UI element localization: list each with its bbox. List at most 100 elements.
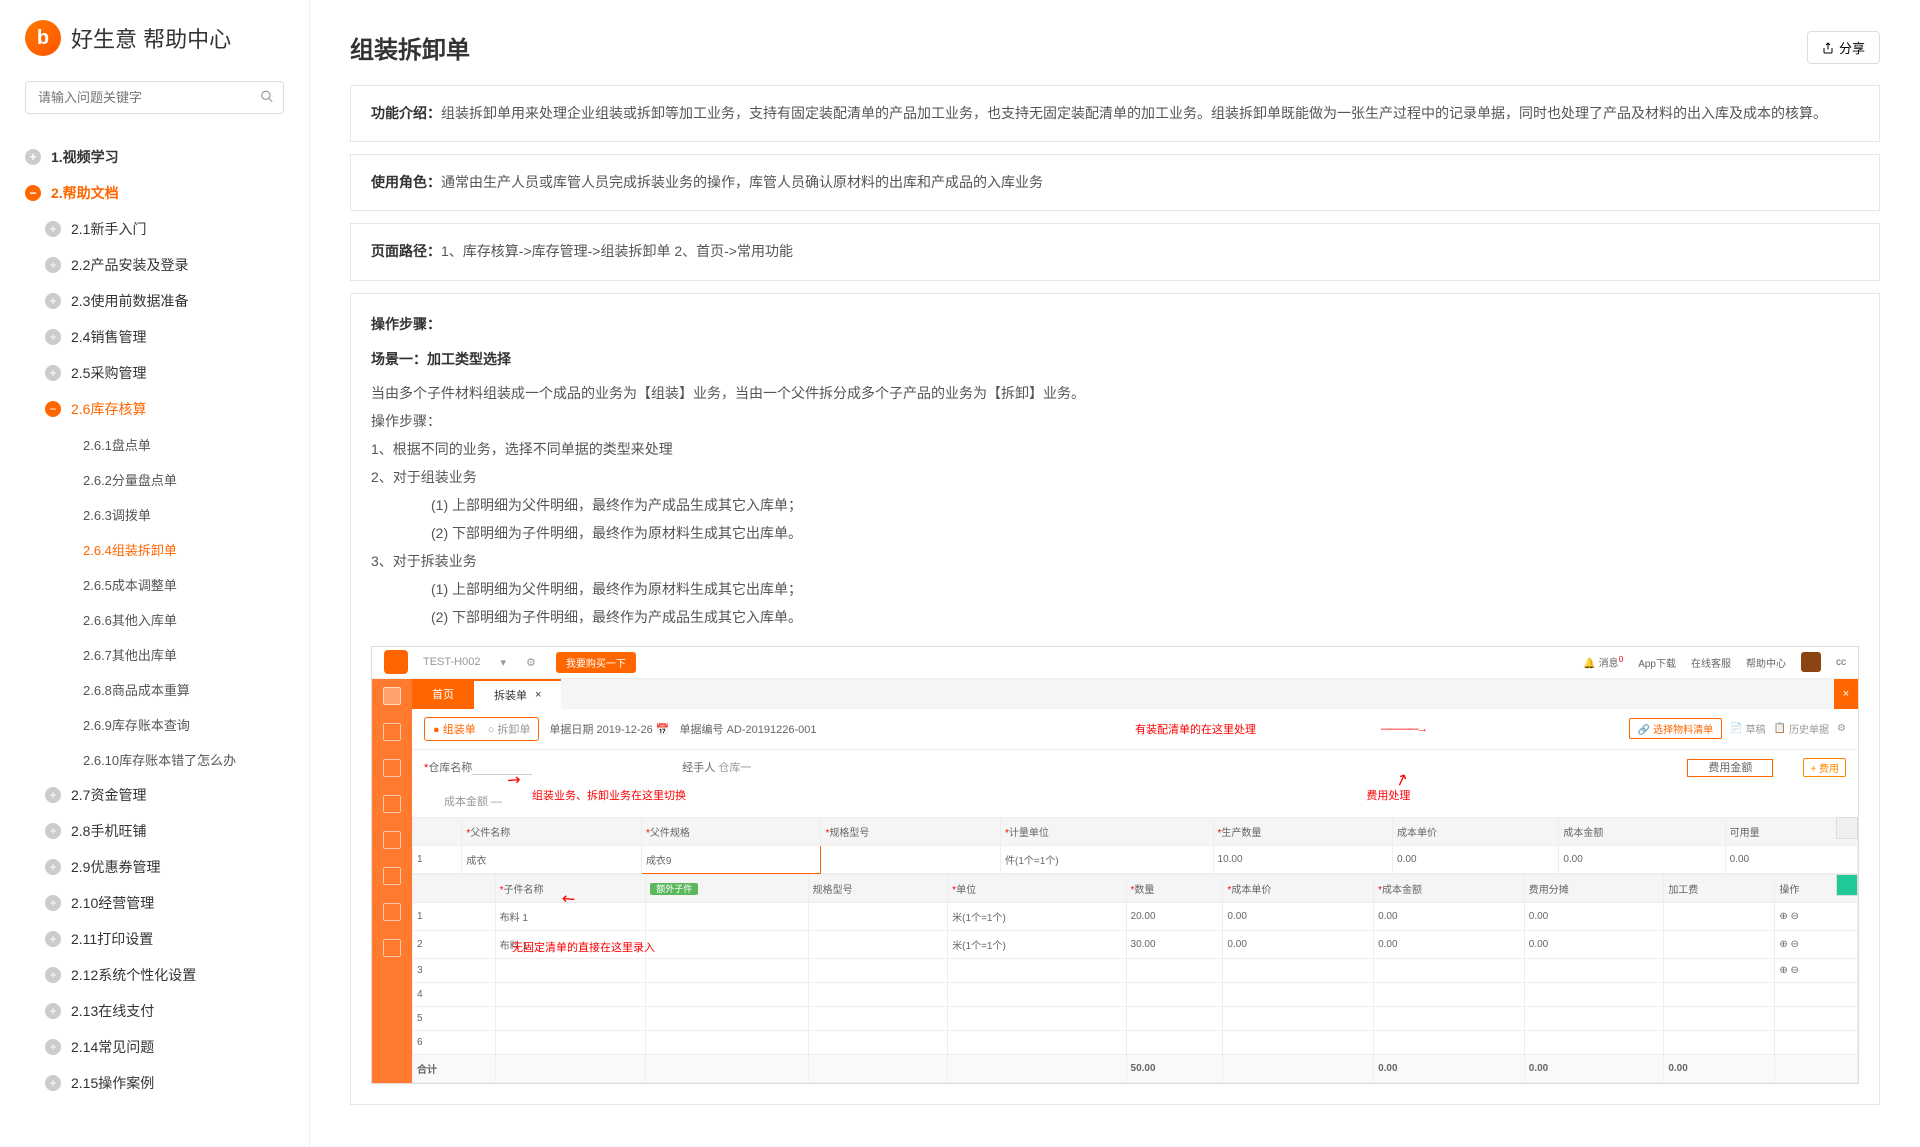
nav-item[interactable]: 2.6.9库存账本查询 (25, 707, 284, 742)
search-box (25, 81, 284, 114)
nav-item[interactable]: +2.8手机旺铺 (25, 813, 284, 849)
step3-2: (2) 下部明细为子件明细，最终作为产成品生成其它入库单。 (371, 603, 1859, 631)
nav-item[interactable]: 2.6.1盘点单 (25, 427, 284, 462)
logo-text: 好生意 帮助中心 (71, 22, 231, 54)
nav-item[interactable]: 2.6.3调拨单 (25, 497, 284, 532)
nav-item[interactable]: +2.5采购管理 (25, 355, 284, 391)
share-icon (1822, 42, 1834, 54)
logo-icon: b (25, 20, 61, 56)
nav-item[interactable]: +2.14常见问题 (25, 1029, 284, 1065)
nav-toggle-icon[interactable]: + (45, 329, 61, 345)
nav-label: 2.6.3调拨单 (83, 505, 151, 524)
nav-label: 2.15操作案例 (71, 1073, 154, 1093)
nav-item[interactable]: 2.6.6其他入库单 (25, 602, 284, 637)
intro-text: 组装拆卸单用来处理企业组装或拆卸等加工业务，支持有固定装配清单的产品加工业务，也… (441, 105, 1827, 121)
nav-label: 2.4销售管理 (71, 327, 146, 347)
search-input[interactable] (25, 81, 284, 114)
ss-avatar (1801, 652, 1821, 672)
scenario-title: 场景一：加工类型选择 (371, 349, 1859, 369)
nav-item[interactable]: +2.9优惠券管理 (25, 849, 284, 885)
nav-item[interactable]: +2.13在线支付 (25, 993, 284, 1029)
nav-label: 2.6库存核算 (71, 399, 146, 419)
ss-tabs: 首页 拆装单 × × (412, 679, 1858, 709)
ss-topbar: TEST-H002 ▾ ⚙ 我要购买一下 🔔 消息0 App下载 在线客服 帮助… (372, 647, 1858, 679)
nav-label: 2.6.1盘点单 (83, 435, 151, 454)
nav-toggle-icon[interactable]: + (45, 787, 61, 803)
path-label: 页面路径： (371, 243, 441, 259)
nav-toggle-icon[interactable]: + (45, 365, 61, 381)
ss-tab-home: 首页 (412, 679, 474, 709)
nav-item[interactable]: 2.6.5成本调整单 (25, 567, 284, 602)
nav-item[interactable]: +2.11打印设置 (25, 921, 284, 957)
nav-toggle-icon[interactable]: + (45, 257, 61, 273)
nav-item[interactable]: +2.15操作案例 (25, 1065, 284, 1101)
nav-toggle-icon[interactable]: − (45, 401, 61, 417)
nav-toggle-icon[interactable]: + (45, 859, 61, 875)
nav-toggle-icon[interactable]: + (45, 823, 61, 839)
ss-tenant: TEST-H002 (423, 656, 480, 668)
step2: 2、对于组装业务 (371, 463, 1859, 491)
nav-item[interactable]: 2.6.10库存账本错了怎么办 (25, 742, 284, 777)
ss-try-btn: 我要购买一下 (556, 652, 636, 673)
step2-1: (1) 上部明细为父件明细，最终作为产成品生成其它入库单； (371, 491, 1859, 519)
nav-label: 2.9优惠券管理 (71, 857, 160, 877)
nav-item[interactable]: +2.1新手入门 (25, 211, 284, 247)
nav-item[interactable]: −2.6库存核算 (25, 391, 284, 427)
nav-item[interactable]: 2.6.4组装拆卸单 (25, 532, 284, 567)
page-header: 组装拆卸单 分享 (350, 30, 1880, 65)
nav-label: 2.7资金管理 (71, 785, 146, 805)
nav-label: 2.14常见问题 (71, 1037, 154, 1057)
nav-label: 2.3使用前数据准备 (71, 291, 188, 311)
nav-label: 2.6.4组装拆卸单 (83, 540, 177, 559)
nav-toggle-icon[interactable]: + (45, 1039, 61, 1055)
nav-label: 2.6.6其他入库单 (83, 610, 177, 629)
nav-toggle-icon[interactable]: + (45, 293, 61, 309)
ss-toolbar: ● 组装单 ○ 拆卸单 单据日期 2019-12-26 📅 单据编号 AD-20… (412, 709, 1858, 750)
search-icon[interactable] (260, 89, 274, 106)
ss-form-row: *仓库名称 经手人 仓库一 费用金额 + 费用 (412, 750, 1858, 785)
nav-item[interactable]: +2.2产品安装及登录 (25, 247, 284, 283)
ss-annotation-1: 有装配清单的在这里处理 (1135, 721, 1256, 737)
nav-toggle-icon[interactable]: + (25, 149, 41, 165)
ss-center: 帮助中心 (1746, 655, 1786, 670)
nav-toggle-icon[interactable]: + (45, 967, 61, 983)
nav-item[interactable]: 2.6.2分量盘点单 (25, 462, 284, 497)
intro-label: 功能介绍： (371, 105, 441, 121)
nav-item[interactable]: +2.12系统个性化设置 (25, 957, 284, 993)
nav-toggle-icon[interactable]: + (45, 1003, 61, 1019)
screenshot-mockup: TEST-H002 ▾ ⚙ 我要购买一下 🔔 消息0 App下载 在线客服 帮助… (371, 646, 1859, 1084)
share-button[interactable]: 分享 (1807, 31, 1880, 64)
nav-label: 2.12系统个性化设置 (71, 965, 196, 985)
ss-help: 在线客服 (1691, 655, 1731, 670)
ss-cart: 🔔 消息0 (1583, 654, 1623, 669)
role-label: 使用角色： (371, 174, 441, 190)
page-title: 组装拆卸单 (350, 30, 470, 65)
path-text: 1、库存核算->库存管理->组装拆卸单 2、首页->常用功能 (441, 243, 793, 259)
nav-label: 2.6.10库存账本错了怎么办 (83, 750, 236, 769)
nav-toggle-icon[interactable]: + (45, 221, 61, 237)
steps-section: 操作步骤： 场景一：加工类型选择 当由多个子件材料组装成一个成品的业务为【组装】… (350, 293, 1880, 1105)
ss-tab-close: × (1834, 679, 1858, 709)
nav-label: 2.6.2分量盘点单 (83, 470, 177, 489)
sidebar: b 好生意 帮助中心 +1.视频学习−2.帮助文档+2.1新手入门+2.2产品安… (0, 0, 310, 1147)
role-box: 使用角色：通常由生产人员或库管人员完成拆装业务的操作，库管人员确认原材料的出库和… (350, 154, 1880, 211)
nav-item[interactable]: 2.6.8商品成本重算 (25, 672, 284, 707)
nav-toggle-icon[interactable]: + (45, 1075, 61, 1091)
logo-area: b 好生意 帮助中心 (25, 20, 284, 56)
ss-tab-active: 拆装单 × (474, 679, 561, 709)
nav-item[interactable]: +2.3使用前数据准备 (25, 283, 284, 319)
ss-annotation-4: 无固定清单的直接在这里录入 (512, 939, 655, 955)
ss-table-2: 子件名称额外子件规格型号单位数量成本单价成本金额费用分摊加工费操作 1布料 1米… (412, 874, 1858, 1083)
nav-toggle-icon[interactable]: + (45, 931, 61, 947)
nav-item[interactable]: +2.7资金管理 (25, 777, 284, 813)
nav-toggle-icon[interactable]: − (25, 185, 41, 201)
nav-item[interactable]: −2.帮助文档 (25, 175, 284, 211)
nav-item[interactable]: +1.视频学习 (25, 139, 284, 175)
step2-2: (2) 下部明细为子件明细，最终作为原材料生成其它出库单。 (371, 519, 1859, 547)
nav-label: 1.视频学习 (51, 147, 119, 167)
nav-item[interactable]: +2.4销售管理 (25, 319, 284, 355)
nav-item[interactable]: 2.6.7其他出库单 (25, 637, 284, 672)
ss-logo-icon (384, 650, 408, 674)
nav-item[interactable]: +2.10经营管理 (25, 885, 284, 921)
nav-toggle-icon[interactable]: + (45, 895, 61, 911)
